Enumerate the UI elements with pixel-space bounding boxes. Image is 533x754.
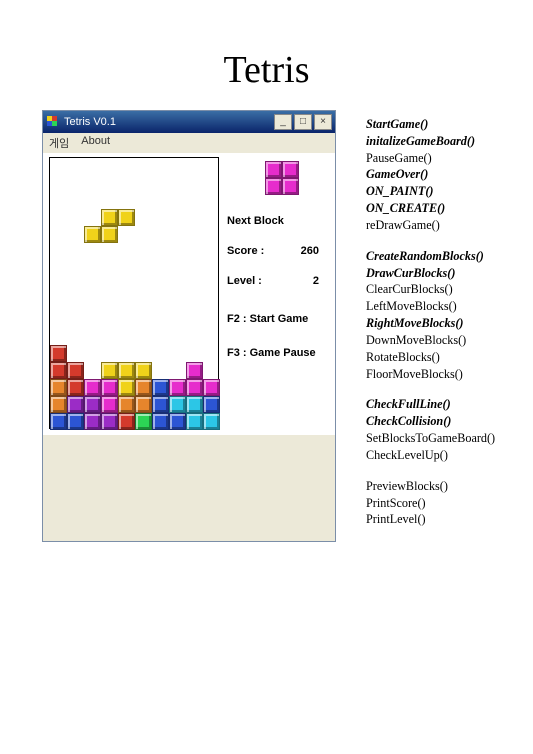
score-label: Score :: [227, 245, 279, 257]
board-cell: [169, 413, 186, 430]
board-cell: [169, 379, 186, 396]
board-cell: [84, 379, 101, 396]
function-item: PauseGame(): [366, 150, 495, 167]
board-cell: [50, 345, 67, 362]
tetris-app-icon: [46, 115, 60, 129]
board-cell: [84, 226, 101, 243]
game-board[interactable]: [49, 157, 219, 429]
function-item: PrintScore(): [366, 495, 495, 512]
function-item: PrintLevel(): [366, 511, 495, 528]
close-button[interactable]: ×: [314, 114, 332, 130]
side-panel: Next Block Score : 260 Level : 2 F2 : St…: [223, 153, 335, 435]
function-item: GameOver(): [366, 166, 495, 183]
board-cell: [67, 379, 84, 396]
board-cell: [67, 362, 84, 379]
board-cell: [84, 413, 101, 430]
function-item: CreateRandomBlocks(): [366, 248, 495, 265]
hint-start-game: F2 : Start Game: [227, 313, 329, 325]
minimize-button[interactable]: _: [274, 114, 292, 130]
board-cell: [135, 396, 152, 413]
board-cell: [135, 362, 152, 379]
function-item: ClearCurBlocks(): [366, 281, 495, 298]
board-cell: [50, 362, 67, 379]
board-cell: [84, 396, 101, 413]
board-cell: [101, 362, 118, 379]
function-item: DrawCurBlocks(): [366, 265, 495, 282]
board-cell: [67, 413, 84, 430]
board-cell: [186, 396, 203, 413]
function-item: LeftMoveBlocks(): [366, 298, 495, 315]
score-value: 260: [279, 245, 319, 257]
board-cell: [50, 396, 67, 413]
function-item: RightMoveBlocks(): [366, 315, 495, 332]
board-cell: [101, 379, 118, 396]
function-group: StartGame()initalizeGameBoard()PauseGame…: [366, 116, 495, 234]
board-cell: [101, 209, 118, 226]
board-cell: [50, 413, 67, 430]
board-cell: [118, 379, 135, 396]
menu-item-about[interactable]: About: [81, 135, 110, 151]
function-item: initalizeGameBoard(): [366, 133, 495, 150]
content-row: Tetris V0.1 _ □ × 게임 About Next Block Sc…: [0, 110, 533, 542]
preview-cell: [265, 178, 282, 195]
board-cell: [152, 379, 169, 396]
function-item: SetBlocksToGameBoard(): [366, 430, 495, 447]
board-cell: [203, 413, 220, 430]
board-cell: [203, 396, 220, 413]
page-title: Tetris: [0, 0, 533, 110]
function-item: PreviewBlocks(): [366, 478, 495, 495]
board-cell: [118, 396, 135, 413]
function-item: FloorMoveBlocks(): [366, 366, 495, 383]
function-item: CheckFullLine(): [366, 396, 495, 413]
next-block-label: Next Block: [227, 215, 329, 227]
function-group: CheckFullLine()CheckCollision()SetBlocks…: [366, 396, 495, 463]
function-item: CheckLevelUp(): [366, 447, 495, 464]
function-item: reDrawGame(): [366, 217, 495, 234]
board-cell: [152, 396, 169, 413]
window-titlebar[interactable]: Tetris V0.1 _ □ ×: [43, 111, 335, 133]
board-cell: [101, 226, 118, 243]
function-list: StartGame()initalizeGameBoard()PauseGame…: [336, 110, 495, 542]
preview-cell: [282, 161, 299, 178]
board-cell: [135, 413, 152, 430]
function-item: StartGame(): [366, 116, 495, 133]
menubar: 게임 About: [43, 133, 335, 153]
function-item: DownMoveBlocks(): [366, 332, 495, 349]
function-group: PreviewBlocks()PrintScore()PrintLevel(): [366, 478, 495, 528]
maximize-button[interactable]: □: [294, 114, 312, 130]
function-item: CheckCollision(): [366, 413, 495, 430]
board-cell: [67, 396, 84, 413]
function-item: ON_CREATE(): [366, 200, 495, 217]
menu-item-game[interactable]: 게임: [49, 135, 69, 151]
function-item: RotateBlocks(): [366, 349, 495, 366]
board-cell: [203, 379, 220, 396]
board-cell: [135, 379, 152, 396]
board-cell: [101, 413, 118, 430]
window-title-text: Tetris V0.1: [64, 116, 274, 128]
tetris-window: Tetris V0.1 _ □ × 게임 About Next Block Sc…: [42, 110, 336, 542]
board-cell: [152, 413, 169, 430]
level-value: 2: [279, 275, 319, 287]
board-cell: [118, 209, 135, 226]
preview-cell: [265, 161, 282, 178]
preview-cell: [282, 178, 299, 195]
board-cell: [118, 362, 135, 379]
hint-pause-game: F3 : Game Pause: [227, 347, 329, 359]
board-cell: [101, 396, 118, 413]
board-cell: [50, 379, 67, 396]
board-cell: [186, 379, 203, 396]
client-area: Next Block Score : 260 Level : 2 F2 : St…: [43, 153, 335, 435]
board-cell: [169, 396, 186, 413]
function-group: CreateRandomBlocks()DrawCurBlocks()Clear…: [366, 248, 495, 383]
board-cell: [186, 413, 203, 430]
function-item: ON_PAINT(): [366, 183, 495, 200]
next-block-preview: [265, 161, 325, 201]
level-label: Level :: [227, 275, 279, 287]
board-cell: [118, 413, 135, 430]
board-cell: [186, 362, 203, 379]
